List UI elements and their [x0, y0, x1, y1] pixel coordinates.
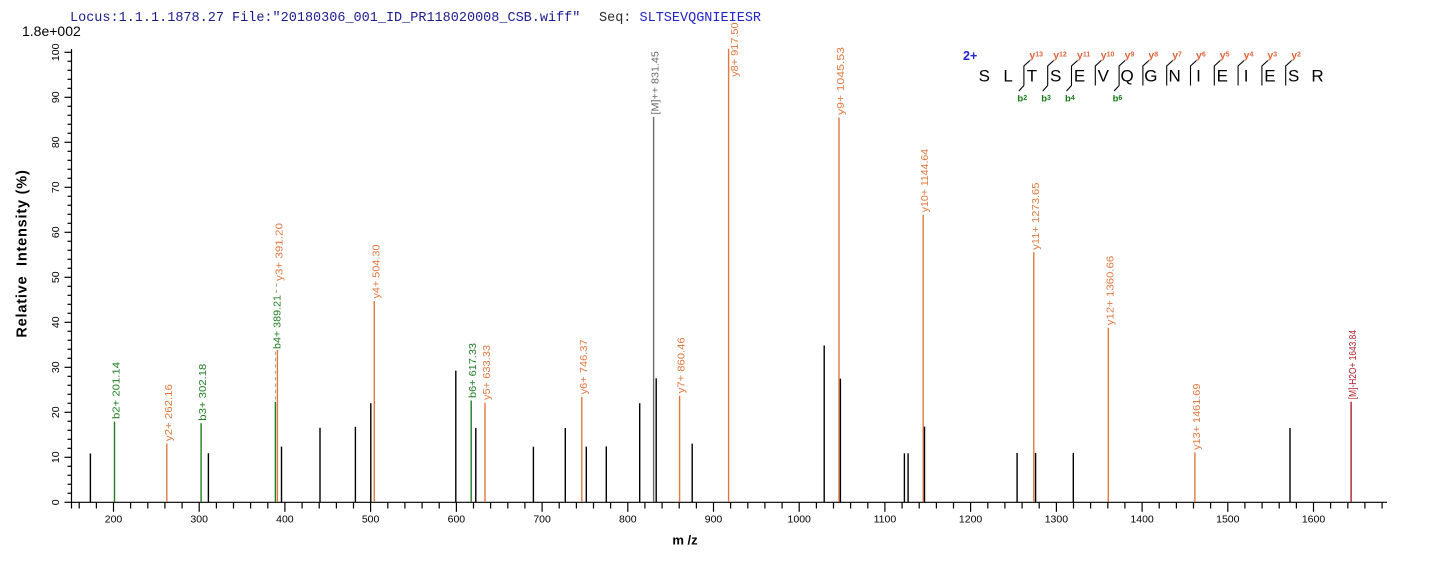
svg-text:y10+ 1144.64: y10+ 1144.64	[919, 149, 931, 212]
svg-text:T: T	[1027, 66, 1037, 85]
svg-text:[M]-H2O+ 1643.84: [M]-H2O+ 1643.84	[1347, 330, 1359, 399]
svg-text:1200: 1200	[959, 514, 983, 526]
svg-text:y4+ 504.30: y4+ 504.30	[370, 244, 382, 298]
svg-text:700: 700	[533, 514, 551, 526]
svg-text:E: E	[1217, 66, 1228, 85]
svg-text:y9: y9	[1125, 50, 1135, 62]
svg-text:1.8e+002: 1.8e+002	[22, 23, 81, 39]
svg-text:1500: 1500	[1216, 514, 1240, 526]
svg-text:b6+ 617.33: b6+ 617.33	[467, 343, 479, 398]
svg-text:y11: y11	[1077, 50, 1090, 62]
svg-text:y10: y10	[1101, 50, 1115, 62]
svg-text:1600: 1600	[1302, 514, 1326, 526]
svg-text:S: S	[1050, 66, 1061, 85]
svg-text:400: 400	[276, 514, 294, 526]
svg-text:500: 500	[362, 514, 380, 526]
svg-text:S: S	[979, 66, 990, 85]
svg-text:R: R	[1311, 66, 1323, 85]
svg-text:y12+ 1360.66: y12+ 1360.66	[1104, 256, 1116, 326]
svg-text:y13: y13	[1029, 50, 1043, 62]
svg-text:I: I	[1196, 66, 1201, 85]
svg-text:E: E	[1074, 66, 1085, 85]
svg-text:300: 300	[190, 514, 208, 526]
svg-text:V: V	[1098, 66, 1110, 85]
svg-text:y5+ 633.33: y5+ 633.33	[481, 345, 493, 400]
svg-text:y9+ 1045.53: y9+ 1045.53	[835, 47, 847, 115]
svg-text:Relative Intensity (%): Relative Intensity (%)	[15, 169, 31, 337]
svg-text:y3+ 391.20: y3+ 391.20	[274, 223, 286, 281]
svg-text:y4: y4	[1244, 50, 1254, 62]
svg-text:b4+ 389.21: b4+ 389.21	[272, 295, 284, 349]
svg-text:40: 40	[50, 316, 62, 328]
svg-text:800: 800	[619, 514, 637, 526]
svg-text:1000: 1000	[788, 514, 812, 526]
svg-text:600: 600	[448, 514, 466, 526]
svg-text:Seq:: Seq:	[599, 11, 631, 26]
svg-text:b3+ 302.18: b3+ 302.18	[197, 364, 209, 421]
svg-text:b2: b2	[1017, 94, 1027, 105]
svg-text:y5: y5	[1220, 50, 1230, 62]
svg-text:m /z: m /z	[672, 533, 698, 548]
svg-text:I: I	[1244, 66, 1249, 85]
svg-text:y13+ 1461.69: y13+ 1461.69	[1191, 383, 1203, 449]
svg-text:0: 0	[50, 499, 62, 505]
svg-text:b2+ 201.14: b2+ 201.14	[111, 362, 123, 419]
svg-text:900: 900	[705, 514, 723, 526]
svg-text:y2: y2	[1291, 50, 1301, 62]
svg-text:200: 200	[105, 514, 123, 526]
svg-text:50: 50	[50, 271, 62, 283]
svg-text:20: 20	[50, 406, 62, 418]
svg-text:1300: 1300	[1045, 514, 1069, 526]
svg-text:E: E	[1264, 66, 1275, 85]
svg-text:100: 100	[50, 43, 62, 61]
svg-text:y8: y8	[1148, 50, 1158, 62]
svg-text:S: S	[1288, 66, 1299, 85]
svg-text:b4: b4	[1065, 94, 1075, 105]
svg-text:b6: b6	[1113, 94, 1123, 105]
svg-text:y7+ 860.46: y7+ 860.46	[676, 337, 688, 393]
svg-text:y2+ 262.16: y2+ 262.16	[163, 384, 175, 441]
svg-text:y12: y12	[1053, 50, 1067, 62]
svg-text:[M]++ 831.45: [M]++ 831.45	[650, 51, 662, 115]
svg-text:L: L	[1003, 66, 1012, 85]
svg-text:10: 10	[50, 451, 62, 463]
svg-text:Q: Q	[1120, 66, 1133, 85]
svg-text:SLTSEVQGNIEIESR: SLTSEVQGNIEIESR	[640, 11, 762, 26]
svg-text:2+: 2+	[963, 49, 977, 63]
svg-text:b3: b3	[1041, 94, 1051, 105]
svg-text:y7: y7	[1172, 50, 1182, 62]
svg-text:y6: y6	[1196, 50, 1206, 62]
svg-text:70: 70	[50, 181, 62, 193]
svg-text:y11+ 1273.65: y11+ 1273.65	[1030, 182, 1042, 249]
svg-text:80: 80	[50, 136, 62, 148]
svg-text:y3: y3	[1267, 50, 1277, 62]
svg-text:1100: 1100	[874, 514, 897, 526]
svg-text:1400: 1400	[1130, 514, 1154, 526]
svg-text:30: 30	[50, 361, 62, 373]
svg-text:90: 90	[50, 91, 62, 103]
svg-text:y6+ 746.37: y6+ 746.37	[578, 339, 590, 394]
svg-text:60: 60	[50, 226, 62, 238]
svg-text:Locus:1.1.1.1878.27 File:"2018: Locus:1.1.1.1878.27 File:"20180306_001_I…	[70, 11, 580, 26]
svg-text:N: N	[1169, 66, 1181, 85]
svg-text:y8+ 917.50: y8+ 917.50	[729, 22, 741, 77]
svg-text:G: G	[1144, 66, 1157, 85]
